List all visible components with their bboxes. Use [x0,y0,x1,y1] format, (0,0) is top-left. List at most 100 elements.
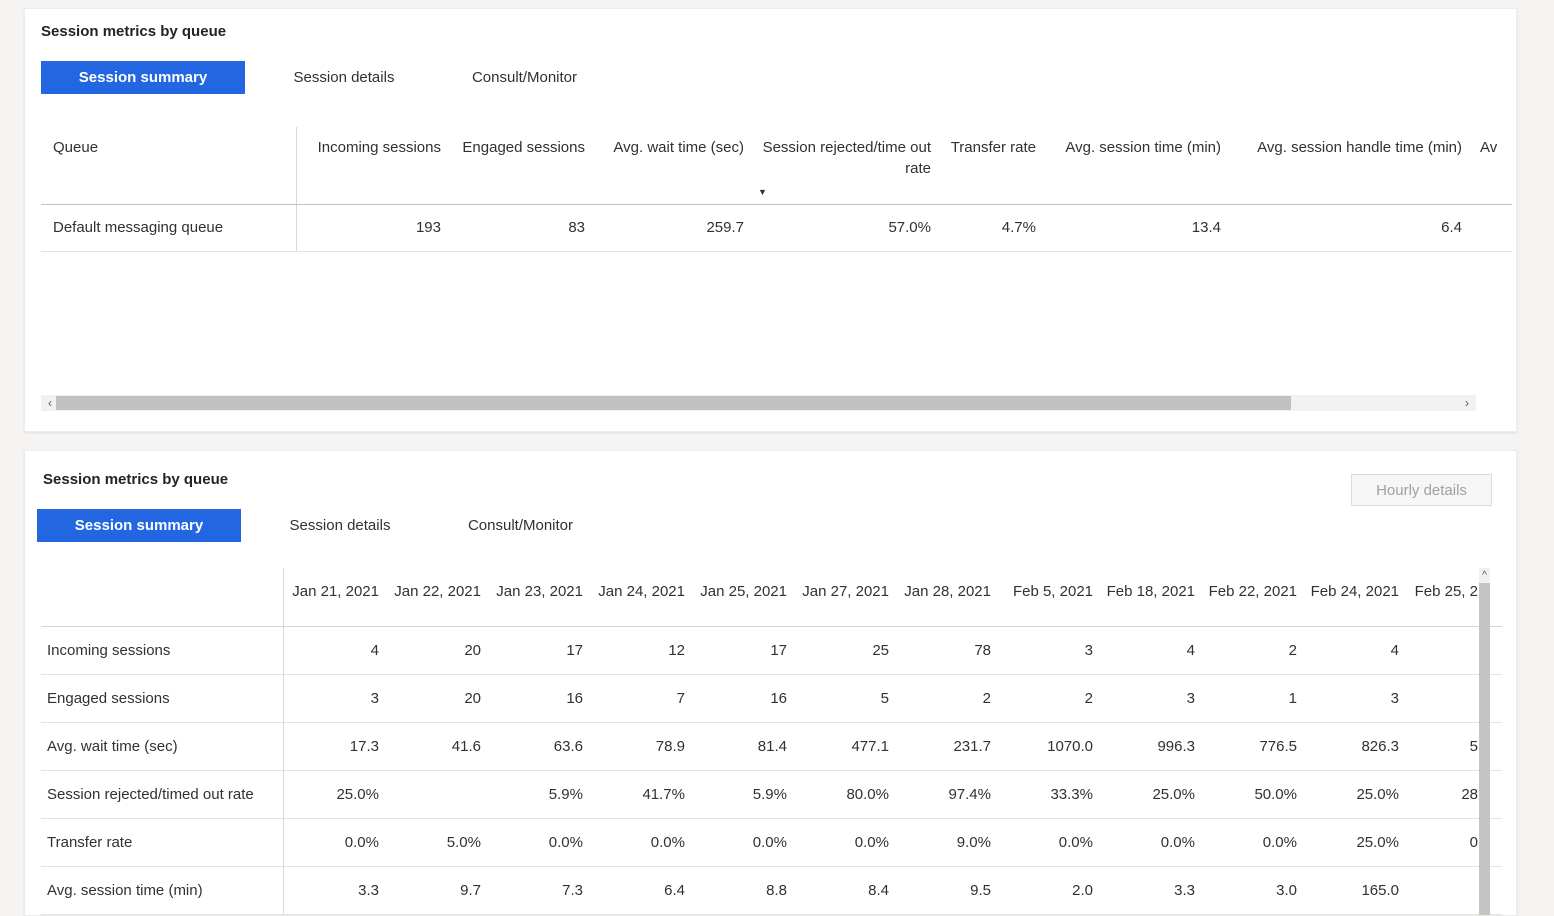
value-cell: 17 [566,642,583,659]
value-cell [1406,627,1478,674]
session-metrics-card-top: Session metrics by queue Session summary… [24,8,1517,432]
column-header-avg-session-time-min[interactable]: Avg. session time (min) [1065,139,1221,156]
value-cell: 9.0% [956,834,991,851]
scroll-up-icon[interactable]: ^ [1482,569,1487,581]
table-header-row: Jan 21, 2021 Jan 22, 2021 Jan 23, 2021 Jan … [41,568,1502,627]
column-header-queue[interactable]: Queue [41,127,297,204]
value-cell: 0.0% [752,834,787,851]
table-row: Default messaging queue 193 83 259.7 57.0% 4.… [41,205,1512,252]
value-cell: 3.3 [358,882,379,899]
tab-bar: Session summary Session details Consult/Mo… [41,61,587,94]
value-cell: 5.9% [548,786,583,803]
tab-consult-monitor[interactable]: Consult/Monitor [471,69,578,86]
value-cell: 0.0% [344,834,379,851]
date-column-header-jan-25-2021[interactable]: Jan 25, 2021 [700,583,787,600]
date-column-header-jan-21-2021[interactable]: Jan 21, 2021 [292,583,379,600]
value-cell [1406,867,1478,914]
date-column-header-jan-22-2021[interactable]: Jan 22, 2021 [394,583,481,600]
value-cell: 5.0% [446,834,481,851]
table-row: Avg. wait time (sec) 17.3 41.6 63.6 78.9 81.4… [41,723,1502,771]
column-header-av[interactable]: Av [1480,139,1498,156]
column-header-avg-wait-time-sec[interactable]: Avg. wait time (sec) [613,139,744,156]
value-cell: 78 [974,642,991,659]
metric-cell: 4.7% [1001,219,1036,236]
value-cell: 8.4 [868,882,889,899]
corner-cell [41,568,284,626]
value-cell: 3 [1186,690,1195,707]
session-metrics-card-bottom: Session metrics by queue Hourly details … [24,450,1517,916]
value-cell: 97.4% [948,786,991,803]
value-cell: 2 [1288,642,1297,659]
date-column-header-feb-22-2021[interactable]: Feb 22, 2021 [1208,583,1297,600]
value-cell: 3.3 [1174,882,1195,899]
value-cell: 4 [1390,642,1399,659]
value-cell: 4 [1186,642,1195,659]
value-cell: 0.0% [548,834,583,851]
value-cell: 5 [880,690,889,707]
date-column-header-feb-24-2021[interactable]: Feb 24, 2021 [1310,583,1399,600]
metric-cell: 57.0% [888,219,931,236]
date-column-header-feb-25-2[interactable]: Feb 25, 2 [1414,583,1478,600]
metric-cell [1468,205,1512,251]
scroll-right-icon[interactable]: › [1465,396,1469,410]
value-cell: 0.0% [650,834,685,851]
value-cell: 0.0% [1160,834,1195,851]
value-cell: 50.0% [1254,786,1297,803]
table-row: Avg. session time (min) 3.3 9.7 7.3 6.4 8.8 8.… [41,867,1502,915]
value-cell: 17.3 [349,738,379,755]
queue-metrics-table: Queue Incoming sessions Engaged sessions Av… [41,127,1512,252]
h-scrollbar-thumb[interactable] [56,396,1291,410]
value-cell: 6.4 [664,882,685,899]
column-header-transfer-rate[interactable]: Transfer rate [950,139,1036,156]
table-row: Session rejected/timed out rate 25.0% 5.9%… [41,771,1502,819]
table-body: Default messaging queue 193 83 259.7 57.0% 4.… [41,205,1512,252]
value-cell: 776.5 [1259,738,1297,755]
value-cell [1406,675,1478,722]
tab-consult-monitor[interactable]: Consult/Monitor [467,517,574,534]
tab-session-details[interactable]: Session details [289,517,391,534]
table-row: Transfer rate 0.0% 5.0% 0.0% 0.0% 0.0% 0.0% 9.0… [41,819,1502,867]
column-header-session-rejected-time-out-rate[interactable]: Session rejected/time out rate ▼ [750,127,937,204]
date-column-header-jan-24-2021[interactable]: Jan 24, 2021 [598,583,685,600]
table-row: Incoming sessions 4 20 17 12 17 25 78 3 4 2 4 [41,627,1502,675]
sort-descending-icon: ▼ [758,187,767,197]
date-column-header-feb-18-2021[interactable]: Feb 18, 2021 [1106,583,1195,600]
row-label: Avg. session time (min) [41,867,284,914]
column-header-avg-session-handle-time-min[interactable]: Avg. session handle time (min) [1257,139,1462,156]
value-cell: 25 [872,642,889,659]
metric-cell: 83 [568,219,585,236]
date-column-header-jan-28-2021[interactable]: Jan 28, 2021 [904,583,991,600]
tab-session-details[interactable]: Session details [293,69,395,86]
value-cell: 25.0% [1356,786,1399,803]
value-cell: 4 [370,642,379,659]
scroll-left-icon[interactable]: ‹ [48,396,52,410]
tab-session-summary[interactable]: Session summary [41,61,245,94]
date-column-header-jan-23-2021[interactable]: Jan 23, 2021 [496,583,583,600]
value-cell: 16 [770,690,787,707]
value-cell: 28 [1461,786,1478,803]
hourly-details-button[interactable]: Hourly details [1351,474,1492,506]
v-scrollbar[interactable]: ^ [1479,568,1490,915]
value-cell: 3 [1084,642,1093,659]
h-scrollbar[interactable]: ‹ › [41,395,1476,411]
value-cell: 78.9 [655,738,685,755]
v-scrollbar-thumb[interactable] [1479,583,1490,915]
date-column-header-jan-27-2021[interactable]: Jan 27, 2021 [802,583,889,600]
value-cell: 7.3 [562,882,583,899]
value-cell: 0.0% [1058,834,1093,851]
queue-cell: Default messaging queue [41,205,297,251]
value-cell: 2.0 [1072,882,1093,899]
metric-cell: 6.4 [1441,219,1462,236]
column-header-engaged-sessions[interactable]: Engaged sessions [462,139,585,156]
row-label: Incoming sessions [41,627,284,674]
tab-session-summary[interactable]: Session summary [37,509,241,542]
column-header-incoming-sessions[interactable]: Incoming sessions [317,139,441,156]
table-row: Engaged sessions 3 20 16 7 16 5 2 2 3 1 3 [41,675,1502,723]
value-cell: 81.4 [757,738,787,755]
value-cell: 477.1 [851,738,889,755]
value-cell: 3.0 [1276,882,1297,899]
value-cell: 12 [668,642,685,659]
value-cell: 996.3 [1157,738,1195,755]
date-column-header-feb-5-2021[interactable]: Feb 5, 2021 [1012,583,1093,600]
value-cell: 1070.0 [1047,738,1093,755]
